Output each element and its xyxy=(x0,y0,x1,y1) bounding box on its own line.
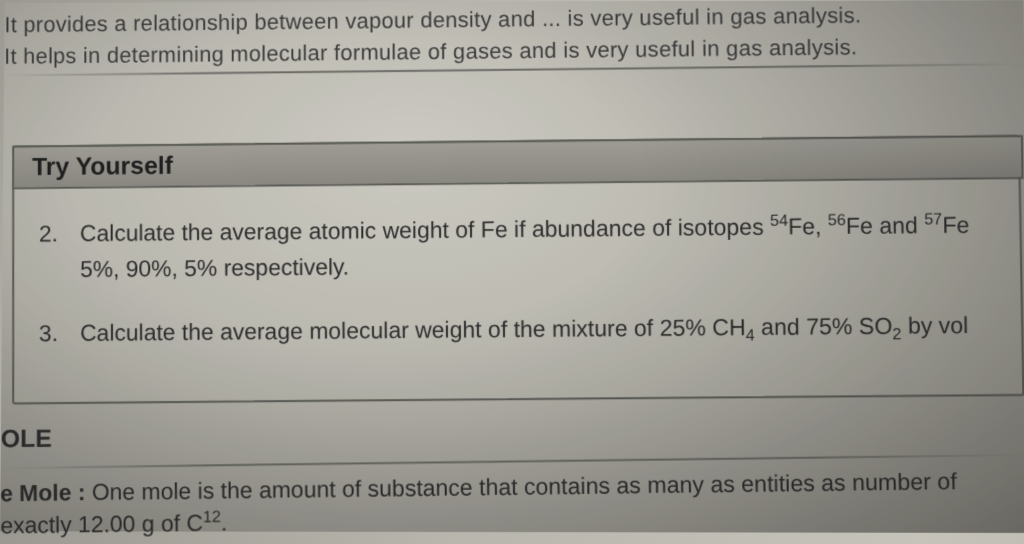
isotope-54-sym: Fe xyxy=(788,213,815,239)
question-3-number: 3. xyxy=(39,316,74,352)
question-2-body: Calculate the average atomic weight of F… xyxy=(80,207,1001,287)
question-2-number: 2. xyxy=(39,216,74,252)
question-3-body: Calculate the average molecular weight o… xyxy=(80,308,1002,352)
isotope-54-sup: 54 xyxy=(770,212,788,230)
intro-line-1: It provides a relationship between vapou… xyxy=(5,3,862,39)
try-yourself-title: Try Yourself xyxy=(32,151,173,181)
isotope-56-sym: Fe xyxy=(846,213,873,239)
mole-text-2: exactly 12.00 g of C xyxy=(0,510,203,539)
mole-definition: e Mole : One mole is the amount of subst… xyxy=(0,464,1024,542)
q2-sep2: and xyxy=(873,212,925,239)
mole-period: . xyxy=(221,510,228,536)
c12-sup: 12 xyxy=(203,508,221,526)
section-ole: OLE xyxy=(1,425,52,454)
q2-text-2: 5%, 90%, 5% respectively. xyxy=(80,253,349,281)
isotope-57-sup: 57 xyxy=(924,210,942,228)
textbook-page: It provides a relationship between vapou… xyxy=(0,0,1024,533)
try-yourself-header: Try Yourself xyxy=(12,135,1023,189)
q3-mid: and 75% SO xyxy=(754,313,892,340)
isotope-57-sym: Fe xyxy=(942,212,969,238)
isotope-56-sup: 56 xyxy=(828,211,846,229)
q2-text-1: Calculate the average atomic weight of F… xyxy=(80,214,770,247)
intro-line-2: It helps in determining molecular formul… xyxy=(4,34,857,69)
question-2: 2. Calculate the average atomic weight o… xyxy=(39,207,1019,287)
question-3: 3. Calculate the average molecular weigh… xyxy=(39,308,1021,352)
q3-tail: by vol xyxy=(901,312,968,339)
mole-text-1: One mole is the amount of substance that… xyxy=(92,468,957,505)
mole-label: e Mole : xyxy=(0,479,92,506)
q2-sep1: , xyxy=(815,213,828,239)
try-yourself-box: Try Yourself 2. Calculate the average at… xyxy=(12,135,1024,404)
q3-text-1: Calculate the average molecular weight o… xyxy=(80,314,746,346)
